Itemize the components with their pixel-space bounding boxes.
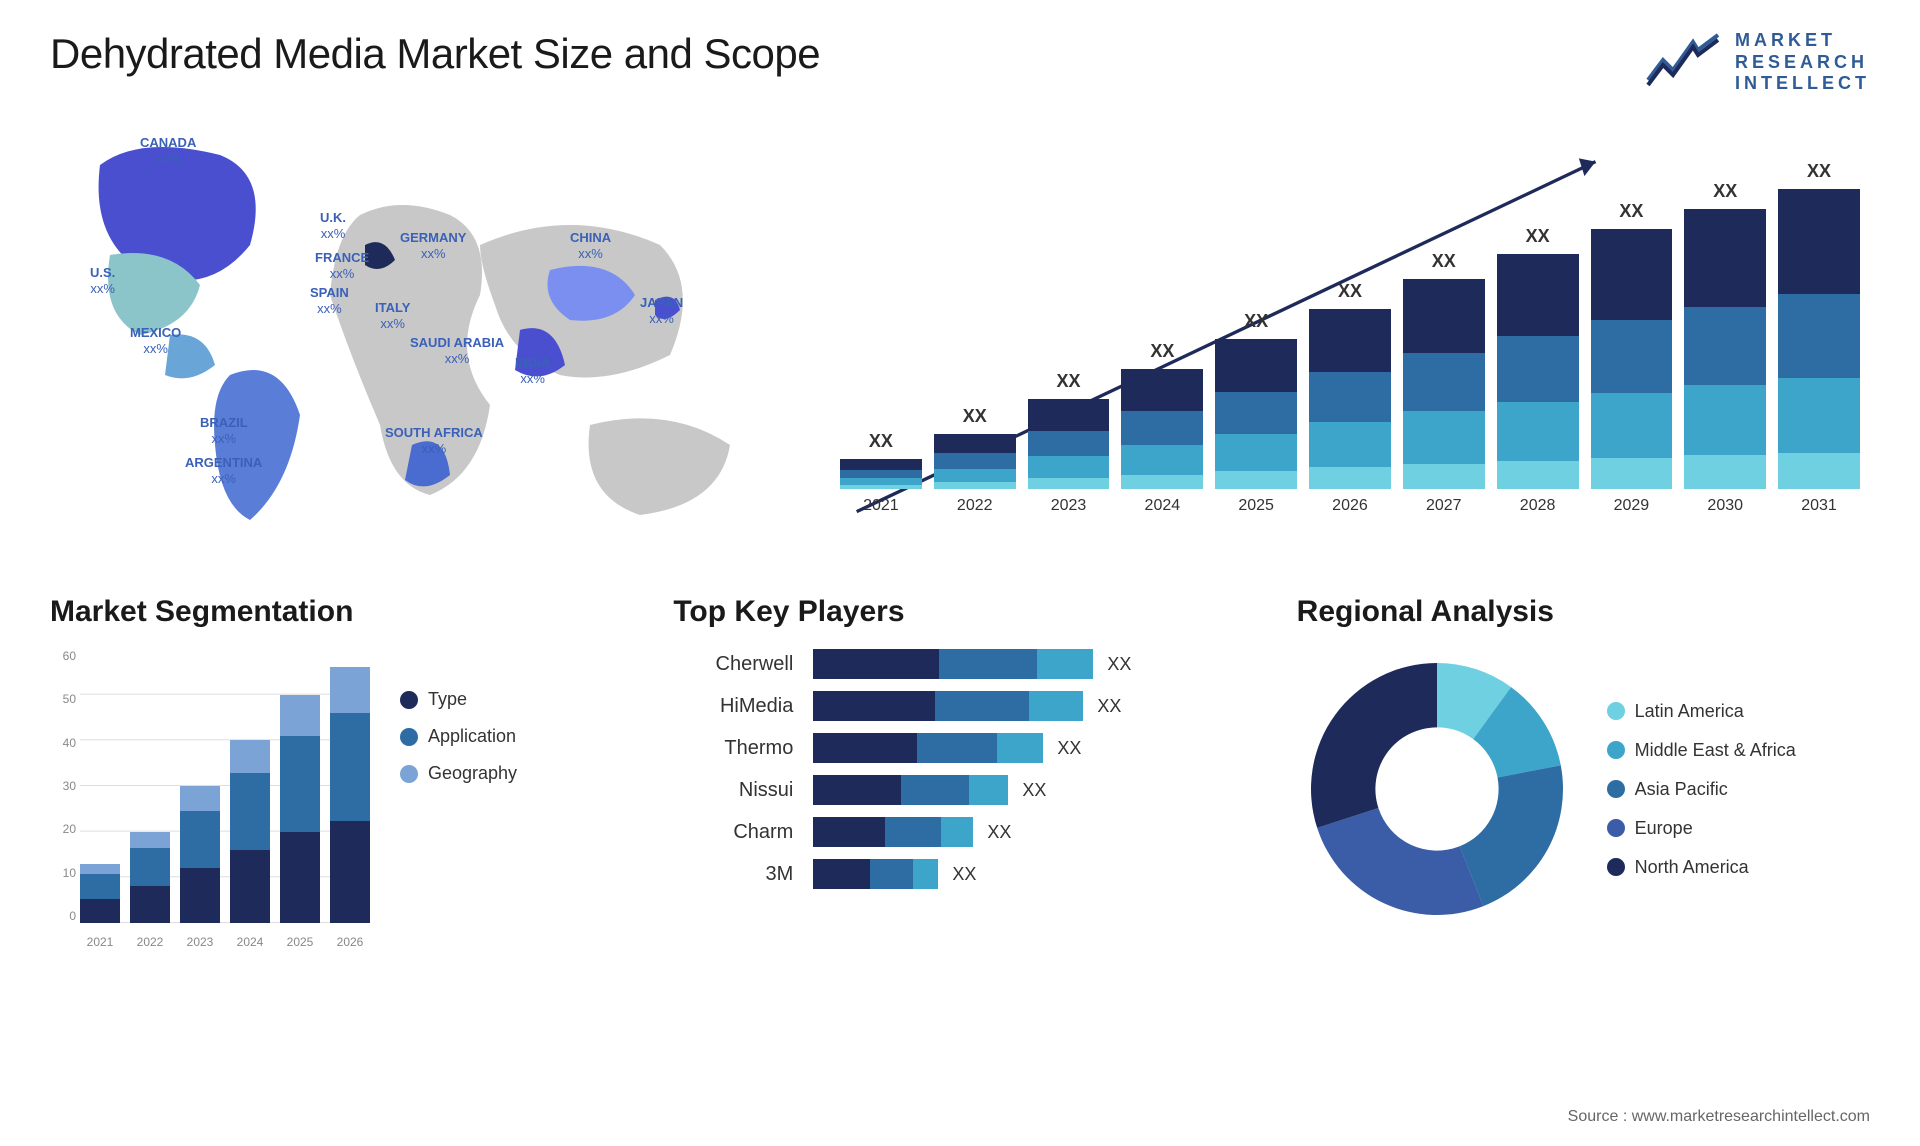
country-label: CANADAxx%: [140, 135, 196, 166]
country-label: SAUDI ARABIAxx%: [410, 335, 504, 366]
regional-donut: [1297, 649, 1577, 929]
player-row: ThermoXX: [673, 733, 1246, 763]
forecast-bar: XX2023: [1028, 399, 1110, 515]
country-label: U.S.xx%: [90, 265, 115, 296]
forecast-bar: XX2028: [1497, 254, 1579, 515]
forecast-bar: XX2031: [1778, 189, 1860, 515]
player-row: CherwellXX: [673, 649, 1246, 679]
donut-slice: [1317, 808, 1483, 915]
seg-bar: [330, 667, 370, 923]
legend-item: Europe: [1607, 818, 1796, 839]
world-map-panel: CANADAxx% U.S.xx% MEXICOxx% BRAZILxx% ARGENT…: [50, 125, 770, 555]
logo-line1: MARKET: [1735, 30, 1870, 52]
seg-bar: [280, 695, 320, 923]
forecast-bar: XX2024: [1121, 369, 1203, 515]
players-panel: Top Key Players CherwellXX HiMediaXX Therm…: [673, 595, 1246, 975]
players-title: Top Key Players: [673, 595, 1246, 629]
legend-item: North America: [1607, 857, 1796, 878]
regional-legend: Latin America Middle East & Africa Asia Pa…: [1607, 701, 1796, 878]
country-label: ARGENTINAxx%: [185, 455, 262, 486]
seg-bar: [180, 786, 220, 923]
country-label: U.K.xx%: [320, 210, 346, 241]
seg-bar: [80, 864, 120, 923]
country-label: CHINAxx%: [570, 230, 611, 261]
country-label: JAPANxx%: [640, 295, 683, 326]
forecast-panel: XX2021XX2022XX2023XX2024XX2025XX2026XX20…: [810, 125, 1870, 555]
segmentation-title: Market Segmentation: [50, 595, 623, 629]
country-label: FRANCExx%: [315, 250, 369, 281]
logo-line2: RESEARCH: [1735, 52, 1870, 74]
country-label: INDIAxx%: [515, 355, 550, 386]
player-row: 3MXX: [673, 859, 1246, 889]
donut-slice: [1459, 765, 1562, 906]
segmentation-panel: Market Segmentation 6050403020100 202120…: [50, 595, 623, 975]
regional-title: Regional Analysis: [1297, 595, 1870, 629]
player-row: NissuiXX: [673, 775, 1246, 805]
forecast-bar: XX2029: [1591, 229, 1673, 515]
player-row: CharmXX: [673, 817, 1246, 847]
legend-item: Geography: [400, 763, 517, 784]
legend-item: Middle East & Africa: [1607, 740, 1796, 761]
segmentation-legend: Type Application Geography: [400, 689, 517, 949]
country-label: MEXICOxx%: [130, 325, 181, 356]
forecast-bar: XX2022: [934, 434, 1016, 515]
logo: MARKET RESEARCH INTELLECT: [1643, 30, 1870, 95]
forecast-bar: XX2030: [1684, 209, 1766, 515]
legend-item: Latin America: [1607, 701, 1796, 722]
country-label: GERMANYxx%: [400, 230, 466, 261]
forecast-bar: XX2021: [840, 459, 922, 515]
forecast-bar: XX2026: [1309, 309, 1391, 515]
legend-item: Asia Pacific: [1607, 779, 1796, 800]
regional-panel: Regional Analysis Latin America Middle Ea…: [1297, 595, 1870, 975]
segmentation-chart: 6050403020100 202120222023202420252026: [50, 649, 370, 949]
country-label: SOUTH AFRICAxx%: [385, 425, 483, 456]
forecast-bar: XX2025: [1215, 339, 1297, 515]
legend-item: Type: [400, 689, 517, 710]
logo-line3: INTELLECT: [1735, 73, 1870, 95]
country-label: ITALYxx%: [375, 300, 410, 331]
country-label: SPAINxx%: [310, 285, 349, 316]
page-title: Dehydrated Media Market Size and Scope: [50, 30, 820, 78]
country-label: BRAZILxx%: [200, 415, 248, 446]
seg-bar: [130, 832, 170, 923]
seg-bar: [230, 740, 270, 923]
logo-icon: [1643, 30, 1723, 95]
legend-item: Application: [400, 726, 517, 747]
donut-slice: [1311, 663, 1437, 828]
source-text: Source : www.marketresearchintellect.com: [1568, 1108, 1870, 1126]
player-row: HiMediaXX: [673, 691, 1246, 721]
forecast-bar: XX2027: [1403, 279, 1485, 515]
